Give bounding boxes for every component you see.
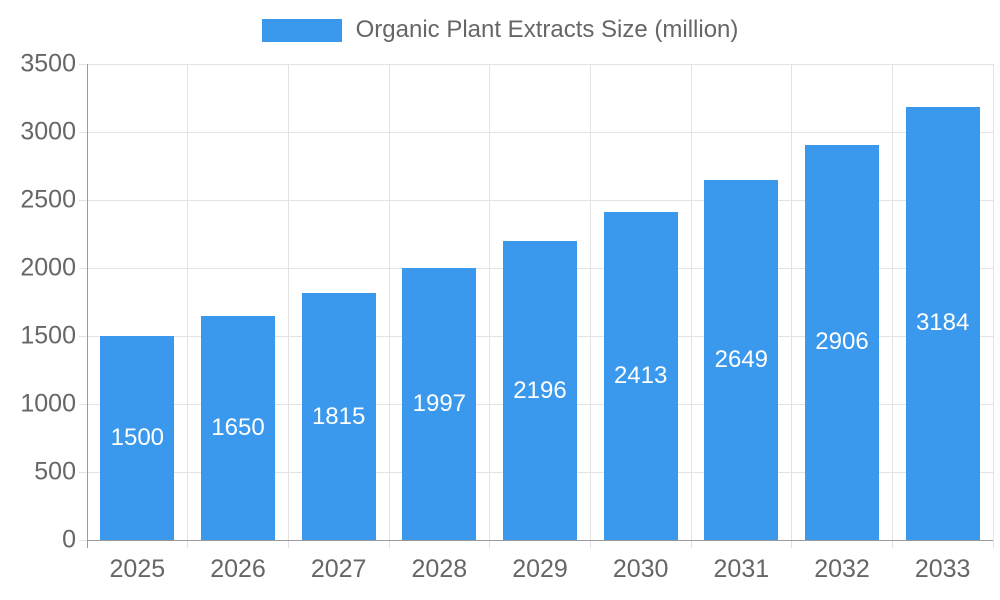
x-tick-mark bbox=[791, 540, 793, 548]
gridline-vertical bbox=[287, 64, 289, 540]
legend-swatch bbox=[261, 18, 342, 42]
x-axis-tick-label: 2030 bbox=[612, 555, 669, 583]
x-axis-tick-label: 2031 bbox=[713, 555, 770, 583]
y-tick-mark bbox=[79, 267, 87, 269]
gridline-vertical bbox=[791, 64, 793, 540]
bar-2033 bbox=[905, 106, 980, 540]
x-tick-mark bbox=[992, 540, 994, 548]
bar-value-label: 2196 bbox=[513, 376, 567, 404]
gridline-horizontal bbox=[87, 199, 993, 201]
y-tick-mark bbox=[79, 131, 87, 133]
bar-2026 bbox=[201, 315, 275, 540]
bar-2029 bbox=[503, 241, 577, 540]
y-axis-tick-label: 2500 bbox=[20, 185, 76, 214]
y-tick-mark bbox=[79, 471, 87, 473]
x-tick-mark bbox=[489, 540, 491, 548]
y-axis-tick-label: 3000 bbox=[20, 117, 76, 146]
y-axis-line bbox=[87, 64, 88, 548]
x-tick-mark bbox=[589, 540, 591, 548]
bar-value-label: 1997 bbox=[412, 390, 467, 418]
y-axis-tick-label: 0 bbox=[62, 525, 76, 554]
y-axis-tick-label: 500 bbox=[34, 457, 76, 486]
legend-item[interactable]: Organic Plant Extracts Size (million) bbox=[261, 16, 739, 44]
y-axis-tick-label: 2000 bbox=[20, 253, 76, 282]
bar-value-label: 1650 bbox=[211, 413, 265, 441]
gridline-vertical bbox=[489, 64, 491, 540]
gridline-vertical bbox=[388, 64, 390, 540]
gridline-horizontal bbox=[87, 131, 993, 133]
bar-2030 bbox=[603, 211, 678, 540]
legend-label: Organic Plant Extracts Size (million) bbox=[355, 16, 739, 43]
bar-value-label: 2649 bbox=[714, 345, 769, 373]
x-axis-tick-label: 2025 bbox=[109, 555, 166, 583]
x-tick-mark bbox=[690, 540, 692, 548]
y-tick-mark bbox=[79, 199, 87, 201]
x-axis-tick-label: 2026 bbox=[210, 555, 266, 583]
x-axis-tick-label: 2029 bbox=[512, 555, 568, 583]
x-axis-tick-label: 2033 bbox=[914, 555, 971, 583]
x-tick-mark bbox=[187, 540, 189, 548]
x-axis-tick-label: 2028 bbox=[411, 555, 468, 583]
plot-area: 0 500 1000 1500 2000 2500 3000 3500 1500 2025 1650… bbox=[20, 51, 994, 582]
gridline-vertical bbox=[589, 64, 591, 540]
x-axis-tick-label: 2032 bbox=[814, 555, 870, 583]
bar-2028 bbox=[402, 268, 477, 540]
bar-value-label: 1500 bbox=[110, 424, 165, 451]
gridline-vertical bbox=[891, 64, 893, 540]
gridline-vertical bbox=[992, 64, 994, 540]
x-tick-mark bbox=[891, 540, 893, 548]
bar-value-label: 2413 bbox=[613, 361, 668, 389]
bar-value-label: 2906 bbox=[815, 328, 869, 356]
y-tick-mark bbox=[79, 63, 87, 65]
y-tick-mark bbox=[79, 539, 87, 541]
gridline-horizontal bbox=[87, 63, 993, 65]
bar-value-label: 1815 bbox=[311, 402, 366, 430]
gridline-vertical bbox=[690, 64, 692, 540]
x-axis-line bbox=[87, 540, 993, 541]
bar-2031 bbox=[704, 179, 779, 540]
chart-legend: Organic Plant Extracts Size (million) bbox=[0, 16, 1000, 44]
bar-2032 bbox=[805, 144, 879, 540]
x-tick-mark bbox=[287, 540, 289, 548]
gridline-vertical bbox=[187, 64, 189, 540]
x-axis-tick-label: 2027 bbox=[310, 555, 367, 583]
y-axis-tick-label: 1500 bbox=[20, 321, 76, 350]
y-tick-mark bbox=[79, 403, 87, 405]
y-axis-tick-label: 1000 bbox=[20, 389, 76, 418]
bar-value-label: 3184 bbox=[915, 309, 970, 337]
y-tick-mark bbox=[79, 335, 87, 337]
bar-2025 bbox=[100, 336, 175, 540]
bar-2027 bbox=[301, 293, 376, 540]
y-axis-tick-label: 3500 bbox=[20, 49, 76, 78]
x-tick-mark bbox=[388, 540, 390, 548]
